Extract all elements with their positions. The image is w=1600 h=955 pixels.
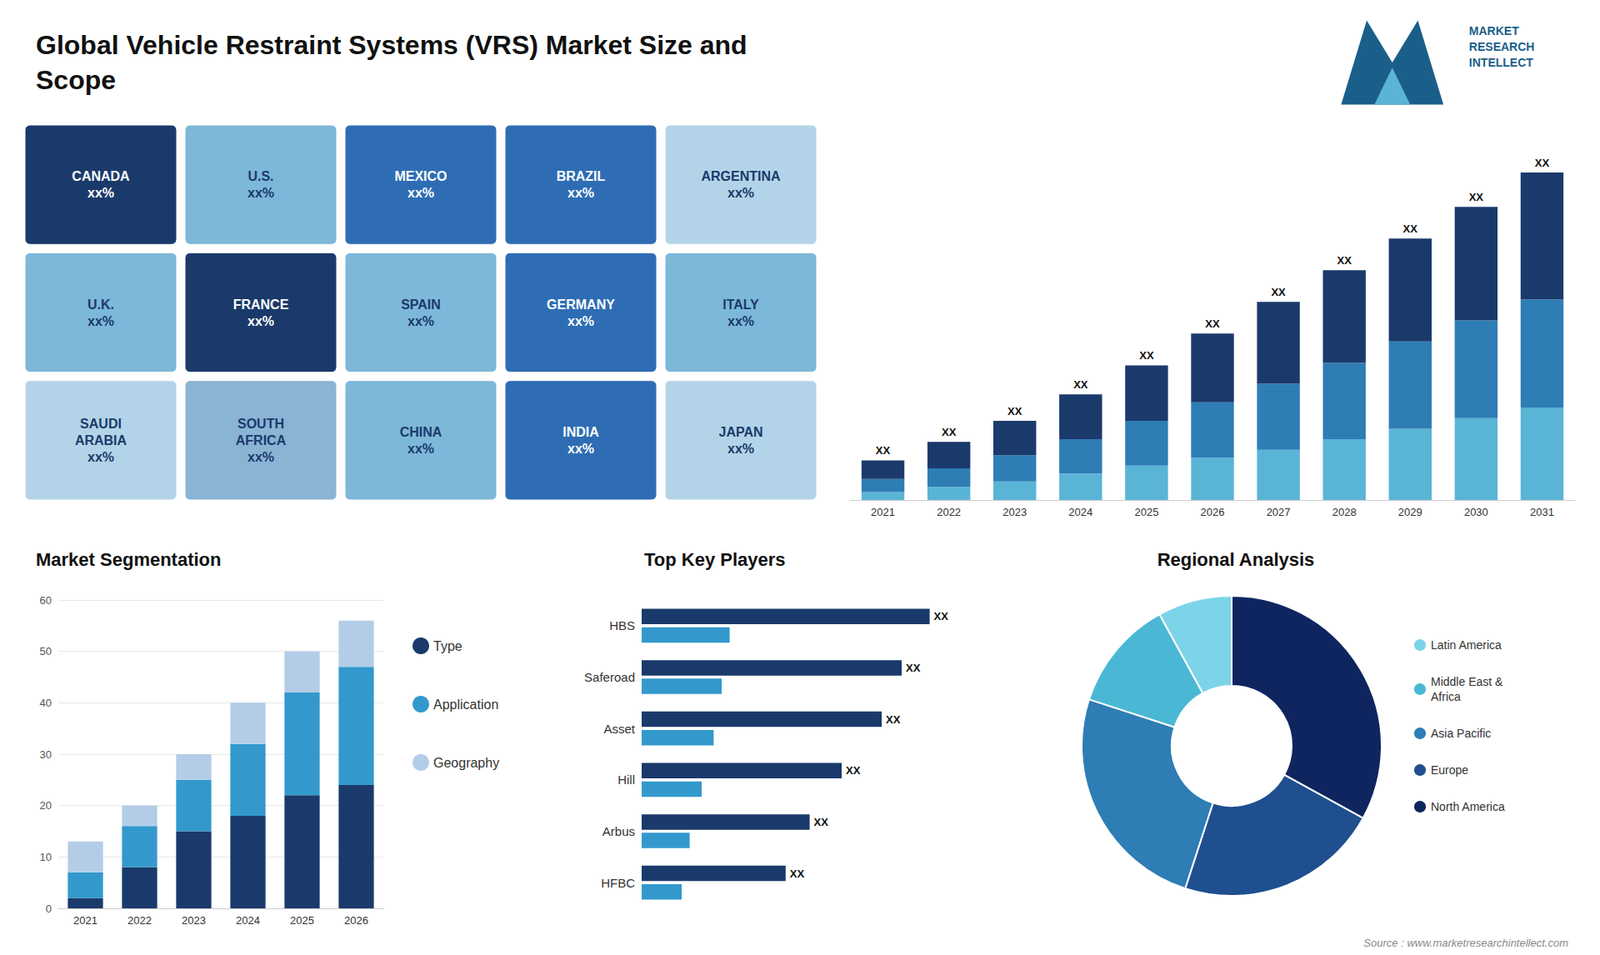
svg-text:2025: 2025 [1134, 505, 1159, 519]
svg-text:ARGENTINA: ARGENTINA [700, 169, 781, 184]
svg-text:2024: 2024 [235, 914, 260, 927]
svg-text:xx%: xx% [567, 441, 595, 456]
svg-text:SPAIN: SPAIN [400, 297, 441, 312]
svg-text:XX: XX [1073, 378, 1089, 391]
svg-text:Asset: Asset [603, 721, 635, 736]
svg-text:XX: XX [790, 867, 805, 880]
svg-text:AFRICA: AFRICA [235, 433, 287, 448]
svg-text:SAUDI: SAUDI [80, 416, 122, 431]
svg-text:GERMANY: GERMANY [546, 297, 615, 312]
svg-text:XX: XX [1337, 254, 1353, 267]
svg-text:XX: XX [885, 713, 901, 726]
svg-text:2026: 2026 [344, 914, 369, 927]
svg-text:Latin America: Latin America [1430, 638, 1502, 652]
svg-text:2023: 2023 [181, 914, 206, 927]
svg-text:XX: XX [1205, 317, 1220, 330]
svg-text:Asia Pacific: Asia Pacific [1430, 726, 1491, 740]
svg-text:2022: 2022 [936, 505, 961, 519]
svg-text:2031: 2031 [1530, 505, 1555, 519]
svg-text:HBS: HBS [609, 618, 635, 633]
svg-text:xx%: xx% [407, 441, 435, 456]
svg-text:50: 50 [40, 645, 52, 658]
svg-text:xx%: xx% [407, 314, 435, 329]
svg-text:XX: XX [1270, 285, 1286, 299]
svg-text:xx%: xx% [407, 185, 435, 200]
svg-text:XX: XX [1535, 156, 1550, 170]
svg-text:Arbus: Arbus [602, 824, 635, 839]
svg-text:Middle East &: Middle East & [1430, 675, 1504, 689]
svg-text:2030: 2030 [1464, 505, 1489, 519]
svg-text:2028: 2028 [1332, 505, 1357, 519]
svg-text:FRANCE: FRANCE [233, 297, 290, 312]
svg-text:JAPAN: JAPAN [718, 425, 763, 440]
svg-text:xx%: xx% [87, 314, 115, 329]
svg-text:ARABIA: ARABIA [75, 433, 128, 448]
svg-text:2024: 2024 [1068, 505, 1093, 519]
svg-text:xx%: xx% [247, 314, 275, 329]
svg-text:Source : www.marketresearchint: Source : www.marketresearchintellect.com [1363, 936, 1569, 950]
svg-text:2023: 2023 [1002, 505, 1027, 519]
svg-text:MARKET: MARKET [1469, 24, 1520, 38]
svg-text:XX: XX [875, 444, 891, 457]
svg-text:2025: 2025 [290, 914, 315, 927]
svg-text:2022: 2022 [127, 914, 152, 927]
svg-text:xx%: xx% [247, 185, 275, 200]
svg-text:2029: 2029 [1398, 505, 1423, 519]
svg-text:MEXICO: MEXICO [394, 169, 447, 184]
svg-text:xx%: xx% [727, 441, 755, 456]
svg-text:20: 20 [40, 799, 52, 812]
svg-text:BRAZIL: BRAZIL [556, 169, 606, 184]
svg-text:Top Key Players: Top Key Players [644, 549, 786, 570]
svg-text:Europe: Europe [1430, 763, 1469, 777]
svg-text:Africa: Africa [1430, 690, 1461, 704]
svg-text:2027: 2027 [1266, 505, 1291, 519]
svg-text:Saferoad: Saferoad [584, 670, 635, 685]
svg-text:xx%: xx% [87, 450, 115, 465]
svg-text:Type: Type [433, 639, 463, 654]
svg-text:XX: XX [1139, 349, 1155, 362]
svg-text:Application: Application [433, 697, 499, 712]
svg-text:Hill: Hill [617, 772, 635, 787]
svg-text:XX: XX [1403, 222, 1419, 235]
svg-text:XX: XX [905, 661, 921, 675]
svg-text:CANADA: CANADA [71, 169, 130, 184]
svg-text:2026: 2026 [1200, 505, 1225, 519]
svg-text:RESEARCH: RESEARCH [1469, 40, 1535, 54]
svg-text:xx%: xx% [567, 314, 595, 329]
svg-text:ITALY: ITALY [722, 297, 760, 312]
svg-text:10: 10 [40, 850, 52, 864]
svg-text:0: 0 [45, 902, 52, 915]
svg-text:30: 30 [40, 748, 52, 761]
svg-text:Global Vehicle Restraint Syste: Global Vehicle Restraint Systems (VRS) M… [35, 30, 748, 60]
svg-text:Geography: Geography [433, 755, 500, 770]
svg-text:Scope: Scope [35, 65, 116, 95]
svg-text:xx%: xx% [567, 185, 595, 200]
svg-text:INTELLECT: INTELLECT [1469, 55, 1534, 70]
svg-text:SOUTH: SOUTH [237, 416, 285, 431]
svg-text:North America: North America [1430, 800, 1505, 814]
svg-text:XX: XX [1007, 405, 1023, 418]
svg-text:INDIA: INDIA [562, 425, 600, 440]
svg-text:xx%: xx% [87, 185, 115, 200]
svg-text:HFBC: HFBC [600, 875, 635, 890]
svg-text:XX: XX [941, 425, 957, 439]
svg-text:60: 60 [40, 594, 52, 607]
svg-text:xx%: xx% [247, 450, 275, 465]
svg-text:U.S.: U.S. [247, 169, 274, 184]
svg-text:XX: XX [814, 815, 830, 829]
svg-text:CHINA: CHINA [400, 425, 443, 440]
svg-text:Market Segmentation: Market Segmentation [35, 549, 222, 570]
svg-text:Regional Analysis: Regional Analysis [1157, 549, 1315, 570]
svg-text:XX: XX [934, 610, 950, 623]
svg-text:2021: 2021 [870, 505, 895, 519]
svg-text:2021: 2021 [73, 914, 98, 927]
svg-text:xx%: xx% [727, 314, 755, 329]
svg-text:40: 40 [40, 696, 52, 710]
svg-text:U.K.: U.K. [87, 297, 115, 312]
svg-text:XX: XX [1469, 190, 1485, 204]
svg-text:xx%: xx% [727, 185, 755, 200]
svg-text:XX: XX [845, 764, 861, 777]
